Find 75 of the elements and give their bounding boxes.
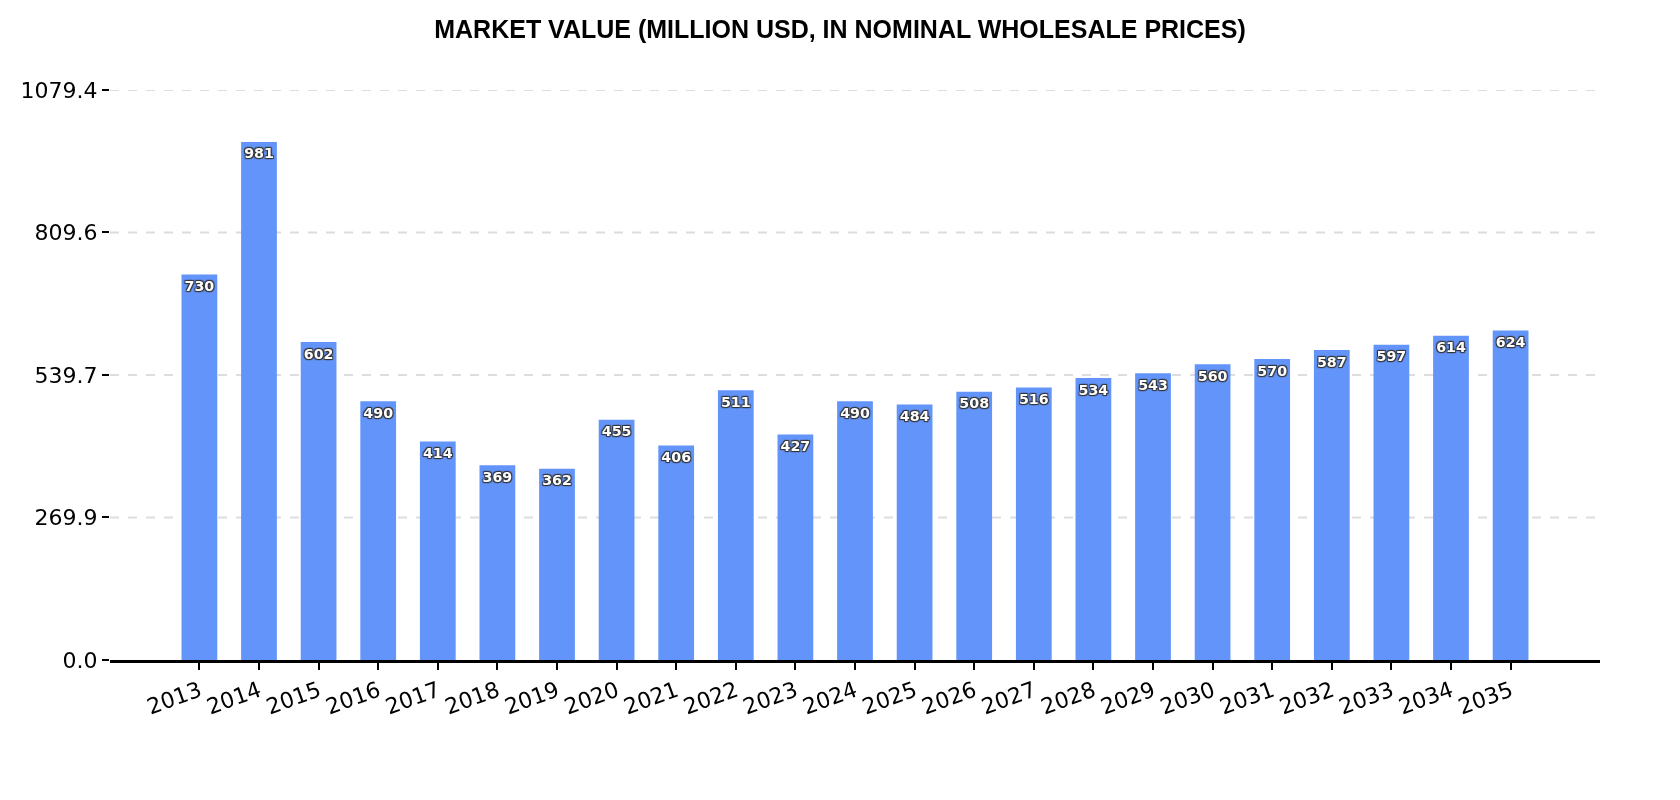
data-label: 484 (899, 407, 930, 424)
bar (1015, 387, 1052, 660)
data-label: 602 (303, 345, 334, 362)
x-tick-label: 2034 (1395, 676, 1457, 720)
bar (300, 342, 337, 660)
data-label: 587 (1316, 353, 1347, 370)
bar (1492, 330, 1529, 660)
bar (419, 441, 456, 660)
data-label: 516 (1018, 391, 1049, 408)
data-label: 414 (422, 444, 453, 461)
chart-title: MARKET VALUE (MILLION USD, IN NOMINAL WHOLESALE PRICES) (434, 14, 1246, 43)
x-tick-label: 2016 (322, 676, 384, 720)
x-tick-label: 2017 (382, 676, 444, 720)
x-tick-label: 2026 (918, 676, 980, 720)
bar (1194, 364, 1231, 660)
data-label: 369 (482, 468, 513, 485)
x-tick-label: 2022 (680, 676, 742, 720)
data-label: 534 (1078, 381, 1109, 398)
bar (539, 468, 575, 660)
x-tick-label: 2029 (1097, 676, 1159, 720)
x-tick-label: 2018 (441, 676, 503, 720)
x-tick-label: 2020 (560, 676, 623, 720)
bar (479, 465, 516, 660)
x-tick-label: 2031 (1216, 676, 1278, 720)
y-tick-label: 809.6 (34, 220, 98, 246)
bar (1373, 344, 1410, 660)
y-tick-label: 539.7 (34, 362, 98, 388)
x-tick-label: 2028 (1037, 676, 1099, 720)
x-tick-label: 2014 (203, 676, 265, 720)
data-label: 597 (1376, 348, 1407, 365)
bar (896, 404, 933, 660)
bar (1135, 373, 1171, 660)
bar (598, 419, 635, 660)
bar (1313, 350, 1350, 660)
data-label: 511 (720, 393, 751, 410)
data-label: 730 (184, 278, 215, 295)
data-label: 508 (959, 395, 990, 412)
x-tick-label: 2025 (858, 676, 921, 720)
x-tick-label: 2015 (262, 676, 325, 720)
bar (181, 274, 218, 660)
data-label: 427 (780, 438, 811, 455)
bar (717, 390, 754, 660)
bar (360, 401, 397, 660)
x-tick-label: 2030 (1156, 676, 1219, 720)
bar (1433, 335, 1469, 660)
x-tick-label: 2024 (799, 676, 861, 720)
data-label: 570 (1257, 362, 1288, 379)
x-tick-label: 2019 (501, 676, 563, 720)
data-label: 560 (1197, 367, 1228, 384)
bar (777, 434, 814, 660)
x-tick-label: 2021 (620, 676, 682, 720)
data-label: 455 (601, 423, 632, 440)
x-tick-label: 2027 (978, 676, 1040, 720)
y-tick-label: 269.9 (34, 505, 98, 531)
bar (956, 391, 993, 660)
data-label: 490 (363, 404, 394, 421)
data-label: 981 (244, 145, 274, 162)
bar (837, 401, 873, 660)
x-tick-label: 2023 (739, 676, 801, 720)
x-tick-label: 2033 (1335, 676, 1397, 720)
data-label: 614 (1436, 339, 1466, 356)
data-label: 362 (542, 472, 572, 489)
x-tick-label: 2032 (1276, 676, 1338, 720)
data-label: 543 (1138, 376, 1168, 393)
y-tick-label: 1079.4 (20, 77, 98, 103)
x-tick-label: 2013 (143, 676, 205, 720)
data-label: 490 (840, 404, 870, 421)
y-tick-label: 0.0 (62, 647, 98, 673)
data-label: 624 (1495, 333, 1526, 350)
x-tick-label: 2035 (1454, 676, 1517, 720)
data-label: 406 (661, 449, 692, 466)
bar (241, 141, 277, 660)
bar (1075, 378, 1112, 660)
bar (1254, 359, 1291, 660)
bar (658, 445, 695, 660)
